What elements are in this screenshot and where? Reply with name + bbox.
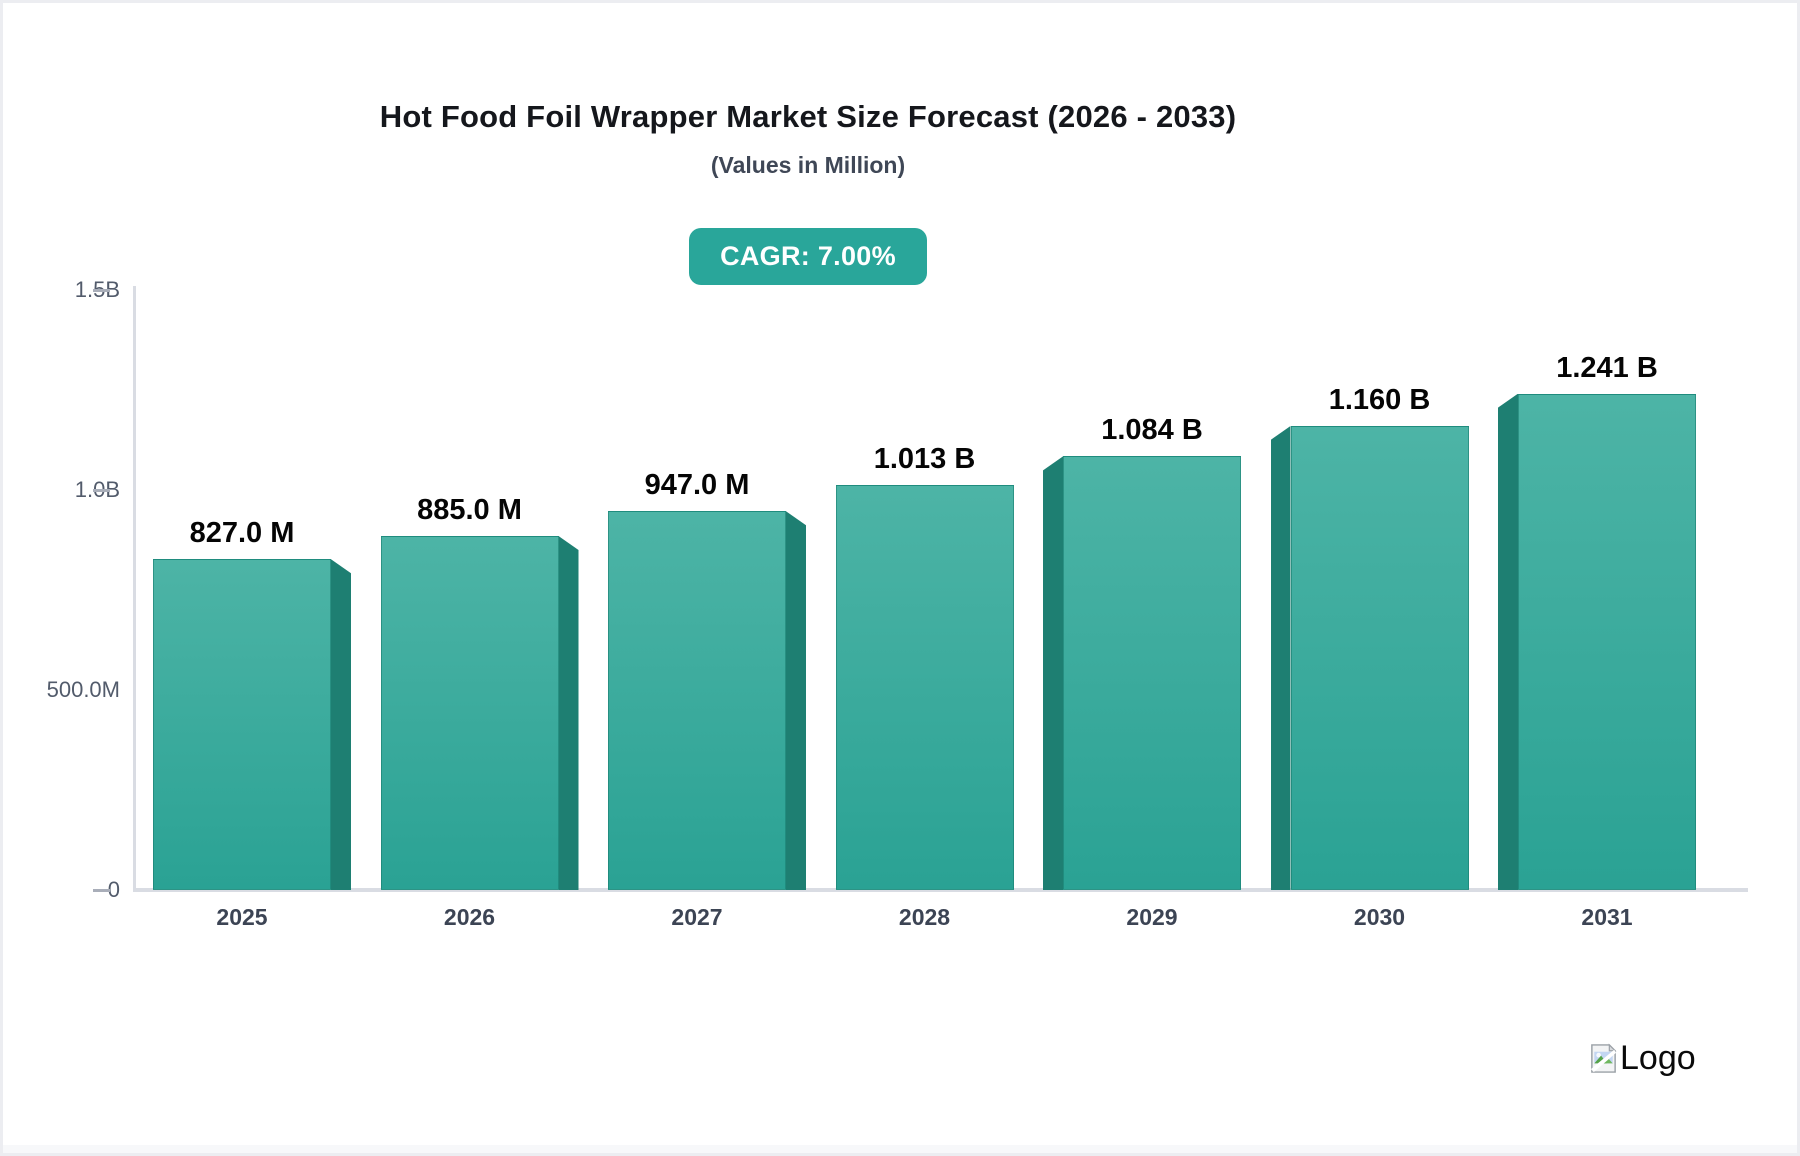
bar-2028[interactable] [835, 484, 1014, 890]
logo: Logo [1588, 1039, 1696, 1077]
bar-2027[interactable] [608, 511, 786, 890]
y-tick-dash [93, 288, 110, 292]
bar-2029[interactable] [1063, 456, 1241, 890]
broken-image-icon [1590, 1043, 1617, 1073]
bar-slot-2029: 1.084 B 2029 [1043, 414, 1241, 930]
cagr-badge-label: CAGR: 7.00% [720, 241, 896, 271]
bar-side-face [786, 511, 806, 890]
bar-value-label: 885.0 M [417, 494, 522, 526]
bar-2026[interactable] [380, 536, 559, 890]
x-axis-label-2028: 2028 [898, 904, 951, 930]
bar-2031[interactable] [1518, 393, 1696, 890]
y-tick-label: 0 [107, 877, 120, 902]
y-tick-dash [93, 888, 110, 892]
x-axis-label-2027: 2027 [671, 904, 723, 930]
bar-side-face [331, 559, 351, 890]
y-tick-dash [93, 488, 110, 492]
bar-value-label: 1.084 B [1101, 414, 1203, 447]
bar-2030[interactable] [1290, 426, 1469, 890]
bar-value-label: 1.160 B [1328, 384, 1431, 416]
plot-area: 0 500.0M 1.0B 1.5B 827.0 M 2025 885.0 M 2026 947… [47, 277, 1748, 930]
logo-text: Logo [1620, 1039, 1696, 1077]
chart-title: Hot Food Foil Wrapper Market Size Foreca… [379, 99, 1237, 134]
bottom-strip [3, 1145, 1797, 1153]
bar-slot-2026: 885.0 M 2026 [380, 494, 579, 930]
bar-slot-2030: 1.160 B 2030 [1270, 384, 1469, 930]
x-axis-label-2029: 2029 [1126, 904, 1178, 930]
x-axis-label-2030: 2030 [1353, 904, 1406, 930]
bar-value-label: 947.0 M [644, 469, 750, 502]
bar-side-face [558, 536, 579, 890]
bar-value-label: 1.013 B [873, 442, 976, 475]
y-tick-label: 500.0M [46, 677, 120, 702]
cagr-badge: CAGR: 7.00% [689, 228, 927, 285]
bar-slot-2025: 827.0 M 2025 [153, 517, 351, 930]
chart-subtitle: (Values in Million) [710, 152, 906, 178]
bar-value-label: 1.241 B [1556, 351, 1658, 384]
y-axis-line [133, 286, 136, 892]
bar-side-face [1270, 426, 1291, 890]
x-axis-label-2026: 2026 [443, 904, 496, 930]
bar-2025[interactable] [153, 559, 331, 890]
x-axis-line [133, 888, 1748, 892]
bar-side-face [1043, 456, 1063, 890]
x-axis-label-2025: 2025 [216, 904, 268, 930]
x-axis-label-2031: 2031 [1581, 904, 1633, 930]
bar-slot-2027: 947.0 M 2027 [608, 469, 806, 930]
bar-value-label: 827.0 M [189, 517, 295, 550]
bar-side-face [1498, 393, 1518, 890]
bar-slot-2028: 1.013 B 2028 [835, 443, 1014, 930]
bar-slot-2031: 1.241 B 2031 [1498, 352, 1696, 930]
